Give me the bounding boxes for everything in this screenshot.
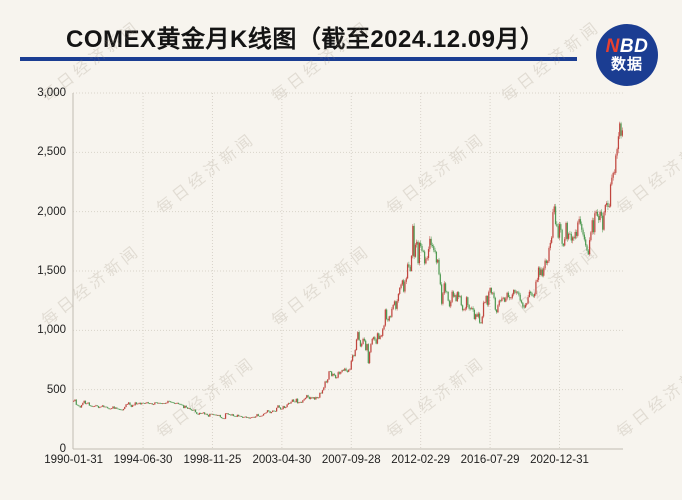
nbd-logo-bd: BD	[619, 36, 649, 58]
x-axis-tick: 1998-11-25	[183, 454, 242, 466]
y-axis-tick: 2,000	[37, 205, 66, 218]
nbd-logo-n: N	[605, 36, 620, 58]
page-title: COMEX黄金月K线图（截至2024.12.09月）	[66, 26, 545, 53]
candlestick-series	[73, 121, 623, 420]
x-axis-tick: 2007-09-28	[321, 454, 381, 466]
gridlines	[73, 92, 623, 449]
x-axis-tick: 2003-04-30	[252, 454, 312, 466]
nbd-logo-subtext: 数据	[610, 56, 643, 74]
y-axis-tick: 500	[46, 383, 66, 396]
y-axis-tick: 3,000	[37, 87, 66, 99]
y-axis-tick: 1,500	[37, 265, 66, 277]
x-axis-tick: 2012-02-29	[391, 454, 451, 466]
nbd-logo: NBD 数据	[596, 24, 658, 86]
x-axis-tick: 1994-06-30	[113, 454, 173, 466]
nbd-logo-text: NBD	[606, 37, 649, 57]
x-axis-tick: 2020-12-31	[530, 454, 589, 466]
y-axis-tick: 1,000	[37, 324, 66, 337]
y-axis-tick: 0	[59, 443, 66, 455]
y-axis-tick: 2,500	[37, 146, 66, 159]
title-divider	[20, 57, 577, 61]
x-axis-tick: 2016-07-29	[460, 454, 520, 466]
x-axis-tick: 1990-01-31	[44, 454, 104, 466]
